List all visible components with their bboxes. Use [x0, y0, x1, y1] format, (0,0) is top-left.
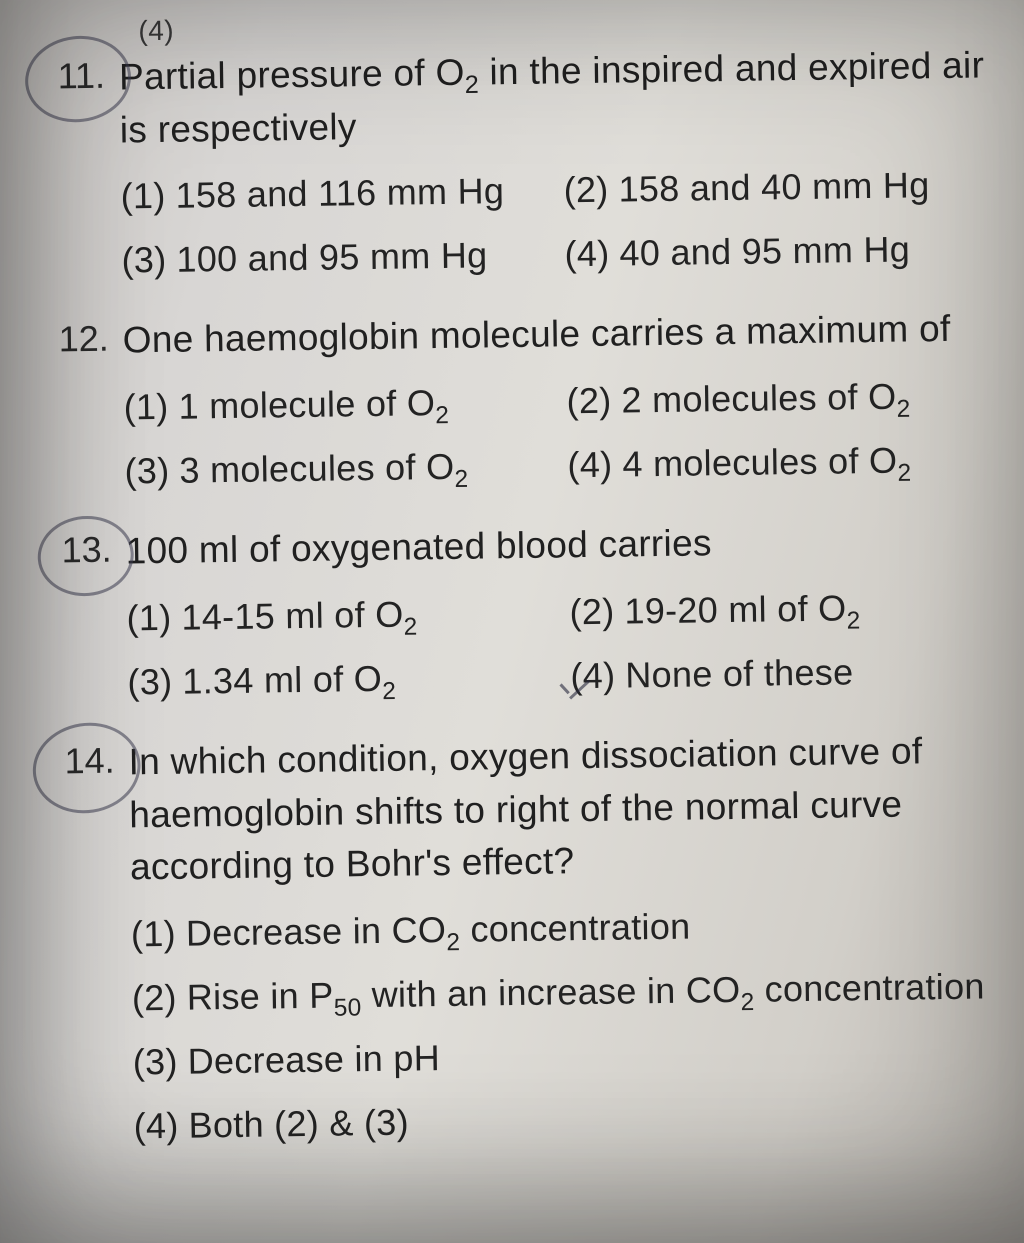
options-container: (1)158 and 116 mm Hg(2)158 and 40 mm Hg(… [120, 158, 1008, 287]
option-label: (1) [120, 170, 166, 223]
question-text: One haemoglobin molecule carries a maxim… [122, 303, 1009, 368]
option: (3)1.34 ml of O2 [127, 650, 571, 708]
option-text: 1 molecule of O2 [178, 375, 567, 433]
questions-container: 11.Partial pressure of O2 in the inspire… [19, 39, 1020, 1154]
option-label: (4) [564, 228, 610, 281]
option-text: None of these [625, 644, 1014, 702]
option: (4)Both (2) & (3) [133, 1088, 1020, 1153]
option-text: 158 and 116 mm Hg [175, 164, 564, 222]
option-text: 1.34 ml of O2 [182, 650, 571, 708]
option-label: (1) [131, 908, 177, 961]
options-container: (1)14-15 ml of O2(2)19-20 ml of O2(3)1.3… [126, 580, 1014, 709]
option-text: 4 molecules of O2 [622, 433, 1011, 491]
option: (1)158 and 116 mm Hg [120, 164, 564, 222]
option: (4)40 and 95 mm Hg [564, 222, 1008, 280]
page-content: (4) 11.Partial pressure of O2 in the ins… [0, 0, 1024, 1213]
option-label: (2) [569, 586, 615, 639]
option-row: (1)158 and 116 mm Hg(2)158 and 40 mm Hg [120, 158, 1007, 223]
options-container: (1)1 molecule of O2(2)2 molecules of O2(… [123, 369, 1011, 498]
question-11: 11.Partial pressure of O2 in the inspire… [19, 39, 1008, 288]
option: (4)None of these [570, 644, 1014, 702]
option-row: (3)Decrease in pH [132, 1024, 1019, 1089]
option-text: 14-15 ml of O2 [181, 586, 570, 644]
option-label: (1) [123, 381, 169, 434]
option-label: (2) [132, 972, 178, 1025]
option-label: (3) [132, 1036, 178, 1089]
option: (2)Rise in P50 with an increase in CO2 c… [132, 960, 1019, 1025]
question-number: 12. [22, 315, 123, 365]
question-row: 12.One haemoglobin molecule carries a ma… [22, 303, 1009, 369]
option-label: (2) [566, 375, 612, 428]
question-text: In which condition, oxygen dissociation … [128, 724, 1016, 894]
option-text: 100 and 95 mm Hg [176, 229, 565, 287]
option-row: (3)3 molecules of O2(4)4 molecules of O2 [124, 433, 1011, 498]
question-row: 11.Partial pressure of O2 in the inspire… [19, 39, 1006, 158]
question-row: 13.100 ml of oxygenated blood carries [25, 513, 1012, 579]
option: (1)1 molecule of O2 [123, 375, 567, 433]
option: (2)19-20 ml of O2 [569, 580, 1013, 638]
option-text: 158 and 40 mm Hg [618, 158, 1007, 216]
option: (3)3 molecules of O2 [124, 439, 568, 497]
option-row: (1)14-15 ml of O2(2)19-20 ml of O2 [126, 580, 1013, 645]
option-row: (4)Both (2) & (3) [133, 1088, 1020, 1153]
option-text: 3 molecules of O2 [179, 439, 568, 497]
option-row: (3)1.34 ml of O2(4)None of these [127, 644, 1014, 709]
option: (1)Decrease in CO2 concentration [131, 896, 1018, 961]
question-13: 13.100 ml of oxygenated blood carries(1)… [25, 513, 1013, 710]
option-row: (2)Rise in P50 with an increase in CO2 c… [132, 960, 1019, 1025]
question-14: 14.In which condition, oxygen dissociati… [28, 724, 1020, 1154]
question-number: 13. [25, 526, 126, 576]
option: (4)4 molecules of O2 [567, 433, 1011, 491]
question-number: 11. [19, 51, 120, 101]
option-label: (4) [133, 1100, 179, 1153]
option-text: Both (2) & (3) [188, 1088, 1020, 1152]
option: (3)100 and 95 mm Hg [121, 229, 565, 287]
option-row: (1)1 molecule of O2(2)2 molecules of O2 [123, 369, 1010, 434]
question-number: 14. [28, 737, 129, 787]
option-label: (3) [121, 234, 167, 287]
option: (1)14-15 ml of O2 [126, 586, 570, 644]
option: (3)Decrease in pH [132, 1024, 1019, 1089]
question-row: 14.In which condition, oxygen dissociati… [28, 724, 1016, 895]
option-label: (4) [570, 650, 616, 703]
option-text: Rise in P50 with an increase in CO2 conc… [186, 960, 1018, 1024]
options-container: (1)Decrease in CO2 concentration(2)Rise … [131, 896, 1020, 1153]
question-text: 100 ml of oxygenated blood carries [125, 513, 1012, 578]
option-label: (3) [124, 445, 170, 498]
option-text: Decrease in pH [187, 1024, 1019, 1088]
question-text: Partial pressure of O2 in the inspired a… [119, 39, 1006, 156]
option-text: Decrease in CO2 concentration [186, 896, 1018, 960]
option-text: 19-20 ml of O2 [624, 580, 1013, 638]
option: (2)2 molecules of O2 [566, 369, 1010, 427]
option-row: (3)100 and 95 mm Hg(4)40 and 95 mm Hg [121, 222, 1008, 287]
option-text: 2 molecules of O2 [621, 369, 1010, 427]
option-text: 40 and 95 mm Hg [619, 222, 1008, 280]
option: (2)158 and 40 mm Hg [563, 158, 1007, 216]
option-label: (3) [127, 656, 173, 709]
option-label: (4) [567, 439, 613, 492]
option-label: (2) [563, 164, 609, 217]
option-row: (1)Decrease in CO2 concentration [131, 896, 1018, 961]
question-12: 12.One haemoglobin molecule carries a ma… [22, 303, 1010, 500]
option-label: (1) [126, 592, 172, 645]
